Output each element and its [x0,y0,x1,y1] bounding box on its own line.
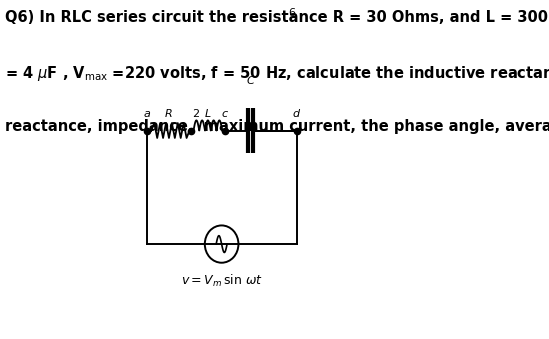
Text: a: a [143,109,150,119]
Text: L: L [205,109,211,119]
Text: C: C [247,77,254,86]
Text: = 4 $\mu$F , V$_{\mathrm{max}}$ =220 volts, f = 50 Hz, calculate the inductive r: = 4 $\mu$F , V$_{\mathrm{max}}$ =220 vol… [4,64,549,83]
Text: reactance, impedance,  maximum current, the phase angle, average power?: reactance, impedance, maximum current, t… [4,119,549,134]
Text: c: c [222,109,228,119]
Text: 2: 2 [192,109,199,119]
Text: $v = V_m\,\sin\,\omega t$: $v = V_m\,\sin\,\omega t$ [181,273,262,289]
Text: d: d [293,109,300,119]
Text: R: R [165,109,173,119]
Text: Q6) In RLC series circuit the resistance R = 30 Ohms, and L = 300 mH Ohms, C: Q6) In RLC series circuit the resistance… [4,10,549,25]
Text: 6: 6 [288,8,295,18]
